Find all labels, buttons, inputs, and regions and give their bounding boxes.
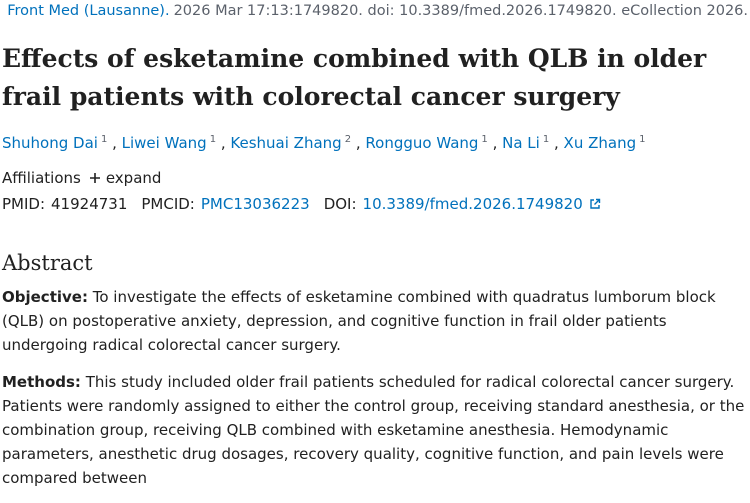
section-label: Objective:: [2, 288, 88, 306]
author: Na Li1: [493, 134, 550, 152]
affiliation-ref[interactable]: 1: [542, 134, 550, 145]
citation: Front Med (Lausanne). 2026 Mar 17:13:174…: [2, 3, 748, 19]
external-link-icon[interactable]: [589, 198, 601, 210]
page-body: Front Med (Lausanne). 2026 Mar 17:13:174…: [0, 3, 750, 503]
chevron-icon[interactable]: [2, 4, 3, 18]
author-name[interactable]: Na Li: [502, 134, 540, 152]
author-name[interactable]: Shuhong Dai: [2, 134, 98, 152]
id-label: DOI:: [323, 195, 357, 213]
pmcid: PMCID: PMC13036223: [141, 195, 309, 213]
id-label: PMID:: [2, 195, 46, 213]
author-name[interactable]: Liwei Wang: [121, 134, 207, 152]
abstract-heading: Abstract: [2, 251, 93, 275]
author-name[interactable]: Keshuai Zhang: [230, 134, 342, 152]
identifiers: PMID: 41924731 PMCID: PMC13036223 DOI: 10.3…: [2, 195, 748, 213]
affiliation-ref[interactable]: 1: [209, 134, 217, 145]
section-text: This study included older frail patients…: [2, 373, 745, 487]
citation-details: 2026 Mar 17:13:1749820. doi: 10.3389/fme…: [173, 3, 748, 19]
author-name[interactable]: Xu Zhang: [563, 134, 637, 152]
pmid: PMID: 41924731: [2, 195, 127, 213]
article-title: Effects of esketamine combined with QLB …: [2, 44, 707, 111]
doi-link[interactable]: 10.3389/fmed.2026.1749820: [362, 195, 583, 213]
affiliation-ref[interactable]: 1: [100, 134, 108, 145]
affiliation-ref[interactable]: 2: [344, 134, 352, 145]
author-name[interactable]: Rongguo Wang: [365, 134, 479, 152]
affiliation-ref[interactable]: 1: [481, 134, 488, 145]
affiliations-label: Affiliations: [2, 169, 81, 187]
id-label: PMCID:: [141, 195, 195, 213]
section-label: Methods:: [2, 373, 81, 391]
plus-icon: [89, 173, 100, 183]
article: Front Med (Lausanne). 2026 Mar 17:13:174…: [0, 3, 748, 490]
doi: DOI: 10.3389/fmed.2026.1749820: [324, 195, 601, 213]
affiliations: Affiliations expand: [2, 169, 748, 187]
expand-toggle[interactable]: expand: [89, 169, 162, 187]
affiliation-ref[interactable]: 1: [639, 134, 646, 145]
expand-label[interactable]: expand: [105, 169, 162, 187]
section-text: To investigate the effects of esketamine…: [2, 288, 716, 354]
abstract-section: Objective: To investigate the effects of…: [2, 285, 748, 357]
journal-link[interactable]: Front Med (Lausanne).: [7, 3, 170, 19]
id-value: 41924731: [51, 195, 128, 213]
pmcid-link[interactable]: PMC13036223: [200, 195, 310, 213]
abstract-section: Methods: This study included older frail…: [2, 370, 748, 490]
author: Shuhong Dai 1: [2, 134, 107, 152]
